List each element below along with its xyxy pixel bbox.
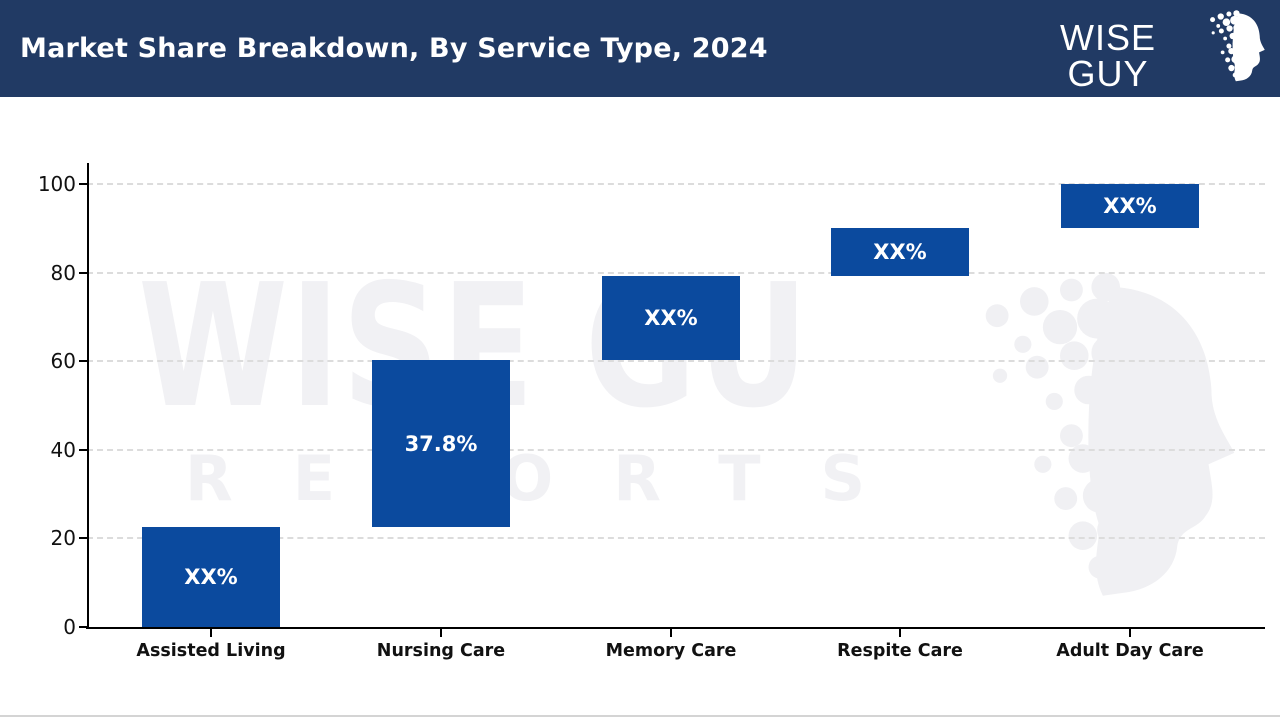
x-axis-line [86, 627, 1265, 629]
bar-value-label: XX% [1103, 194, 1157, 219]
x-tick-3 [899, 629, 901, 637]
header-bar: Market Share Breakdown, By Service Type,… [0, 0, 1280, 110]
x-tick-2 [670, 629, 672, 637]
bar-assisted-living: XX% [142, 527, 280, 627]
y-tick-40 [79, 448, 87, 451]
y-tick-label-100: 100 [37, 172, 76, 196]
y-tick-label-40: 40 [50, 437, 76, 462]
gridline-100 [87, 183, 1265, 185]
x-tick-1 [440, 629, 442, 637]
bar-nursing-care: 37.8% [372, 359, 510, 528]
x-axis-label-respite-care: Respite Care [837, 641, 963, 661]
x-axis-label-memory-care: Memory Care [605, 641, 737, 661]
bar-value-label: XX% [644, 306, 698, 330]
bar-respite-care: XX% [831, 228, 969, 277]
logo-reports-text: REPORTS [1047, 95, 1173, 110]
y-axis-line [87, 163, 89, 629]
gridline-20 [87, 537, 1265, 540]
y-tick-label-20: 20 [50, 526, 76, 551]
y-tick-label-80: 80 [50, 260, 76, 285]
x-axis-label-adult-day-care: Adult Day Care [1056, 641, 1204, 661]
x-tick-4 [1129, 629, 1131, 637]
logo-wiseguy-text: WISE GUY [1059, 17, 1156, 94]
logo-head-icon [1210, 10, 1265, 82]
gridline-40 [87, 448, 1265, 451]
bar-memory-care: XX% [602, 276, 740, 360]
bar-value-label: 37.8% [404, 431, 478, 456]
y-tick-label-0: 0 [63, 615, 76, 639]
gridline-80 [87, 271, 1265, 274]
bar-value-label: XX% [873, 240, 927, 265]
x-axis-label-assisted-living: Assisted Living [136, 641, 286, 661]
y-tick-100 [79, 183, 87, 185]
chart-title: Market Share Breakdown, By Service Type,… [20, 33, 768, 64]
y-tick-20 [79, 537, 87, 540]
wise-guy-reports-logo: WISE GUY REPORTS [1022, 0, 1272, 110]
bar-adult-day-care: XX% [1061, 184, 1199, 229]
watermark-reports-text: REPORTS [185, 442, 926, 515]
gridline-60 [87, 360, 1265, 363]
x-axis-label-nursing-care: Nursing Care [376, 641, 506, 661]
y-tick-80 [79, 271, 87, 274]
y-tick-0 [79, 626, 87, 628]
bar-value-label: XX% [184, 565, 238, 590]
y-tick-label-60: 60 [50, 349, 76, 374]
x-tick-0 [210, 629, 212, 637]
y-tick-60 [79, 360, 87, 363]
bottom-divider [0, 715, 1280, 717]
